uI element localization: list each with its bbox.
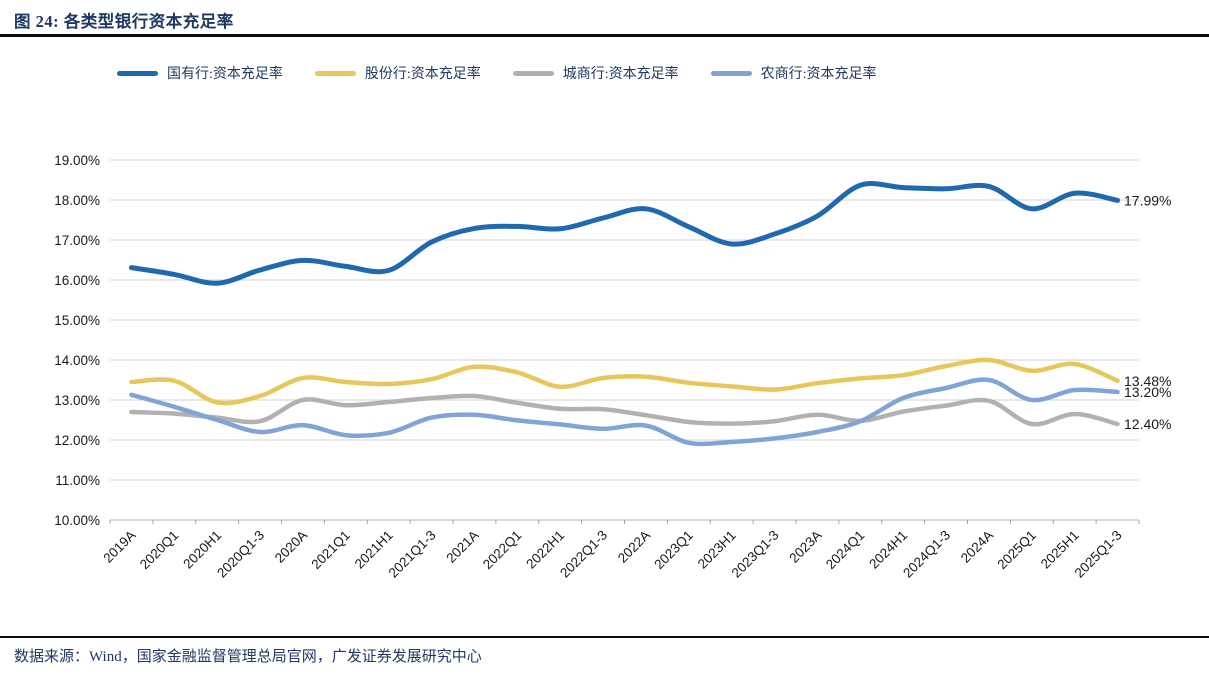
legend-label: 城商行:资本充足率 <box>562 67 679 82</box>
x-axis-label: 2023H1 <box>695 528 739 572</box>
x-axis-label: 2023Q1-3 <box>729 528 782 581</box>
series-end-label-nongshanghang: 13.20% <box>1124 384 1171 400</box>
y-axis-label: 14.00% <box>54 353 100 368</box>
legend-label: 股份行:资本充足率 <box>364 67 481 82</box>
x-axis-label: 2025Q1 <box>994 528 1039 573</box>
title-divider <box>0 34 1209 37</box>
legend-item-guoyouhang: 国有行:资本充足率 <box>117 63 283 83</box>
x-axis-label: 2019A <box>100 528 138 566</box>
series-line-chengshanghang <box>129 393 1120 427</box>
x-axis-label: 2021H1 <box>352 528 396 572</box>
legend-line-swatch <box>117 70 158 76</box>
legend-label: 国有行:资本充足率 <box>167 67 283 82</box>
series-line-nongshanghang <box>129 377 1120 447</box>
x-axis-label: 2022H1 <box>523 528 567 572</box>
x-axis-label: 2020A <box>272 528 310 566</box>
series-line-gufenhang <box>129 357 1120 406</box>
series-end-label-gufenhang: 13.48% <box>1124 373 1171 389</box>
legend-item-chengshanghang: 城商行:资本充足率 <box>512 63 679 83</box>
footer-divider <box>0 636 1209 638</box>
y-axis-label: 10.00% <box>54 513 100 528</box>
x-axis-label: 2024Q1-3 <box>900 528 953 581</box>
legend-item-nongshanghang: 农商行:资本充足率 <box>710 63 877 83</box>
legend-item-gufenhang: 股份行:资本充足率 <box>314 63 481 83</box>
data-source: 数据来源：Wind，国家金融监督管理总局官网，广发证券发展研究中心 <box>14 649 482 665</box>
x-axis-label: 2021Q1-3 <box>386 528 439 581</box>
page-title: 图 24: 各类型银行资本充足率 <box>14 12 234 31</box>
y-axis-label: 13.00% <box>54 393 100 408</box>
x-axis-label: 2024Q1 <box>823 528 868 573</box>
y-axis-label: 18.00% <box>54 193 100 208</box>
x-axis-label: 2024H1 <box>866 528 910 572</box>
x-axis-label: 2022Q1-3 <box>557 528 610 581</box>
series-end-label-guoyouhang: 17.99% <box>1124 192 1171 208</box>
x-axis-label: 2025Q1-3 <box>1072 528 1125 581</box>
x-axis-label: 2023A <box>786 528 824 566</box>
legend-label: 农商行:资本充足率 <box>760 67 877 82</box>
x-axis-label: 2022Q1 <box>480 528 525 573</box>
x-axis-label: 2020H1 <box>180 528 224 572</box>
x-axis-label: 2021Q1 <box>308 528 353 573</box>
legend-line-swatch <box>314 70 356 76</box>
y-axis-label: 15.00% <box>54 313 100 328</box>
series-end-label-chengshanghang: 12.40% <box>1124 416 1171 432</box>
legend-line-swatch <box>710 70 752 76</box>
x-axis-label: 2024A <box>958 528 996 566</box>
x-axis-label: 2021A <box>443 528 481 566</box>
x-axis-label: 2023Q1 <box>651 528 696 573</box>
series-line-guoyouhang <box>128 181 1121 286</box>
chart-legend: 国有行:资本充足率 股份行:资本充足率 城商行:资本充足率 农商行:资本充足率 <box>117 63 877 83</box>
x-axis-label: 2020Q1-3 <box>214 528 267 581</box>
y-axis-label: 16.00% <box>54 273 100 288</box>
y-axis-label: 17.00% <box>54 233 100 248</box>
y-axis-label: 11.00% <box>55 473 100 488</box>
y-axis-label: 19.00% <box>54 153 100 168</box>
x-axis-label: 2025H1 <box>1038 528 1082 572</box>
x-axis-label: 2022A <box>615 528 653 566</box>
x-axis-label: 2020Q1 <box>137 528 182 573</box>
y-axis-label: 12.00% <box>54 433 100 448</box>
legend-line-swatch <box>512 70 554 76</box>
